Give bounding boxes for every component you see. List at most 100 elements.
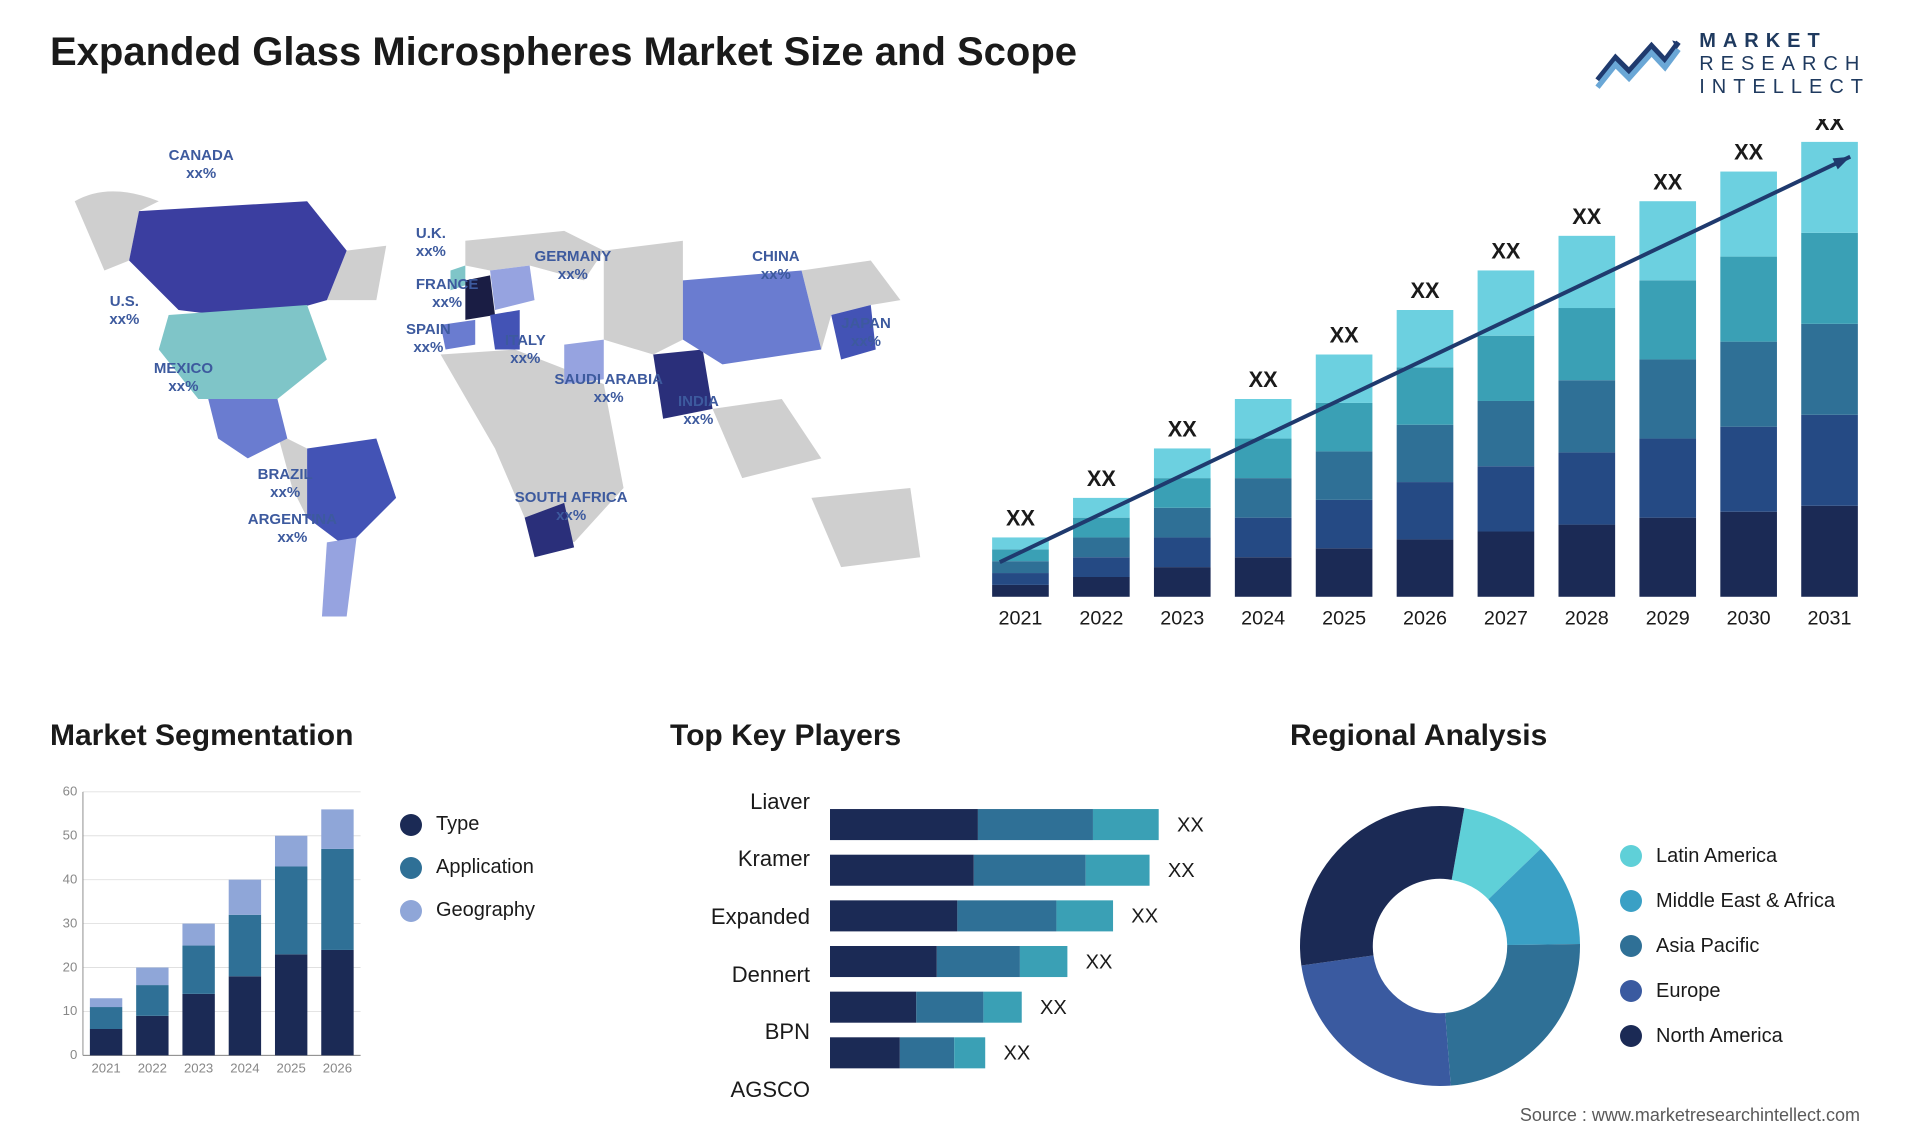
map-label-saudi-arabia: SAUDI ARABIAxx% — [554, 371, 663, 407]
segmentation-chart: 0 10 20 30 40 50 60 2021 2022 2023 2024 2025 2026 — [50, 773, 370, 1093]
brand-logo: MARKET RESEARCH INTELLECT — [1593, 30, 1870, 99]
map-label-spain: SPAINxx% — [406, 321, 451, 357]
key-players-labels: LiaverKramerExpandedDennertBPNAGSCO — [670, 773, 810, 1119]
svg-text:2025: 2025 — [1322, 607, 1366, 629]
legend-dot-icon — [1620, 935, 1642, 957]
logo-text-1: MARKET — [1699, 30, 1870, 53]
legend-dot-icon — [1620, 980, 1642, 1002]
regional-donut-chart — [1290, 796, 1590, 1096]
legend-dot-icon — [400, 857, 422, 879]
map-label-france: FRANCExx% — [416, 276, 479, 312]
svg-text:XX: XX — [1006, 506, 1036, 531]
svg-text:2028: 2028 — [1565, 607, 1609, 629]
map-label-south-africa: SOUTH AFRICAxx% — [515, 489, 628, 525]
map-label-japan: JAPANxx% — [841, 315, 891, 351]
map-label-argentina: ARGENTINAxx% — [248, 511, 337, 547]
key-players-title: Top Key Players — [670, 719, 1250, 753]
svg-text:XX: XX — [1086, 951, 1113, 973]
svg-text:0: 0 — [70, 1047, 77, 1062]
legend-label: Application — [436, 856, 534, 879]
seg-legend-type: Type — [400, 813, 535, 836]
page-title: Expanded Glass Microspheres Market Size … — [50, 30, 1077, 75]
ra-legend-latin-america: Latin America — [1620, 845, 1835, 868]
svg-text:XX: XX — [1249, 367, 1279, 392]
svg-text:2030: 2030 — [1727, 607, 1771, 629]
svg-text:XX: XX — [1040, 997, 1067, 1019]
map-label-china: CHINAxx% — [752, 248, 800, 284]
ra-legend-north-america: North America — [1620, 1025, 1835, 1048]
regional-title: Regional Analysis — [1290, 719, 1870, 753]
svg-text:XX: XX — [1087, 466, 1117, 491]
kp-label-bpn: BPN — [670, 1019, 810, 1045]
svg-text:XX: XX — [1572, 204, 1602, 229]
legend-label: Latin America — [1656, 845, 1777, 868]
logo-text-3: INTELLECT — [1699, 76, 1870, 99]
svg-text:60: 60 — [63, 784, 78, 799]
svg-text:XX: XX — [1330, 323, 1360, 348]
growth-bar-chart: XX 2021 XX 2022 XX 2023 XX 2024 XX 2025 XX 2026 XX 20… — [980, 119, 1870, 679]
map-label-canada: CANADAxx% — [169, 147, 234, 183]
svg-text:XX: XX — [1131, 906, 1158, 928]
map-label-india: INDIAxx% — [678, 393, 719, 429]
source-attribution: Source : www.marketresearchintellect.com — [1520, 1105, 1860, 1126]
svg-text:50: 50 — [63, 828, 78, 843]
key-players-chart: XX XX XX XX XX XX — [830, 773, 1250, 1119]
legend-dot-icon — [400, 814, 422, 836]
svg-text:2022: 2022 — [1079, 607, 1123, 629]
legend-dot-icon — [1620, 1025, 1642, 1047]
seg-legend-application: Application — [400, 856, 535, 879]
segmentation-title: Market Segmentation — [50, 719, 630, 753]
svg-text:2021: 2021 — [91, 1060, 120, 1075]
svg-text:2024: 2024 — [1241, 607, 1285, 629]
svg-text:30: 30 — [63, 915, 78, 930]
svg-text:2024: 2024 — [230, 1060, 259, 1075]
ra-legend-middle-east-africa: Middle East & Africa — [1620, 890, 1835, 913]
kp-label-agsco: AGSCO — [670, 1077, 810, 1103]
svg-text:2026: 2026 — [1403, 607, 1447, 629]
legend-dot-icon — [1620, 890, 1642, 912]
svg-text:2023: 2023 — [184, 1060, 213, 1075]
kp-label-dennert: Dennert — [670, 962, 810, 988]
legend-dot-icon — [1620, 845, 1642, 867]
svg-text:2027: 2027 — [1484, 607, 1528, 629]
svg-text:2025: 2025 — [277, 1060, 306, 1075]
seg-legend-geography: Geography — [400, 899, 535, 922]
segmentation-legend: Type Application Geography — [400, 773, 535, 1119]
svg-text:XX: XX — [1003, 1043, 1030, 1065]
svg-text:XX: XX — [1491, 239, 1521, 264]
key-players-panel: Top Key Players LiaverKramerExpandedDenn… — [670, 719, 1250, 1119]
kp-label-liaver: Liaver — [670, 789, 810, 815]
legend-label: Type — [436, 813, 479, 836]
map-label-germany: GERMANYxx% — [535, 248, 612, 284]
legend-dot-icon — [400, 900, 422, 922]
svg-text:XX: XX — [1734, 140, 1764, 165]
legend-label: Middle East & Africa — [1656, 890, 1835, 913]
map-label-u.s.: U.S.xx% — [109, 293, 139, 329]
svg-text:2022: 2022 — [138, 1060, 167, 1075]
regional-legend: Latin America Middle East & Africa Asia Pa… — [1620, 845, 1835, 1048]
kp-label-expanded: Expanded — [670, 904, 810, 930]
map-label-brazil: BRAZILxx% — [258, 466, 313, 502]
ra-legend-asia-pacific: Asia Pacific — [1620, 935, 1835, 958]
svg-text:40: 40 — [63, 871, 78, 886]
world-map: CANADAxx%U.S.xx%MEXICOxx%BRAZILxx%ARGENT… — [50, 119, 940, 679]
ra-legend-europe: Europe — [1620, 980, 1835, 1003]
svg-text:XX: XX — [1653, 169, 1683, 194]
svg-text:XX: XX — [1815, 119, 1845, 135]
legend-label: North America — [1656, 1025, 1783, 1048]
svg-text:2026: 2026 — [323, 1060, 352, 1075]
svg-text:2029: 2029 — [1646, 607, 1690, 629]
regional-analysis-panel: Regional Analysis Latin America Middle Ea… — [1290, 719, 1870, 1119]
svg-text:10: 10 — [63, 1003, 78, 1018]
legend-label: Geography — [436, 899, 535, 922]
market-segmentation-panel: Market Segmentation 0 10 20 30 40 50 60 2021 202… — [50, 719, 630, 1119]
legend-label: Asia Pacific — [1656, 935, 1759, 958]
svg-text:2021: 2021 — [998, 607, 1042, 629]
svg-text:2023: 2023 — [1160, 607, 1204, 629]
svg-text:XX: XX — [1168, 860, 1195, 882]
logo-mark-icon — [1593, 32, 1683, 97]
map-label-italy: ITALYxx% — [505, 332, 546, 368]
svg-text:XX: XX — [1177, 814, 1204, 836]
svg-text:20: 20 — [63, 959, 78, 974]
svg-text:2031: 2031 — [1808, 607, 1852, 629]
